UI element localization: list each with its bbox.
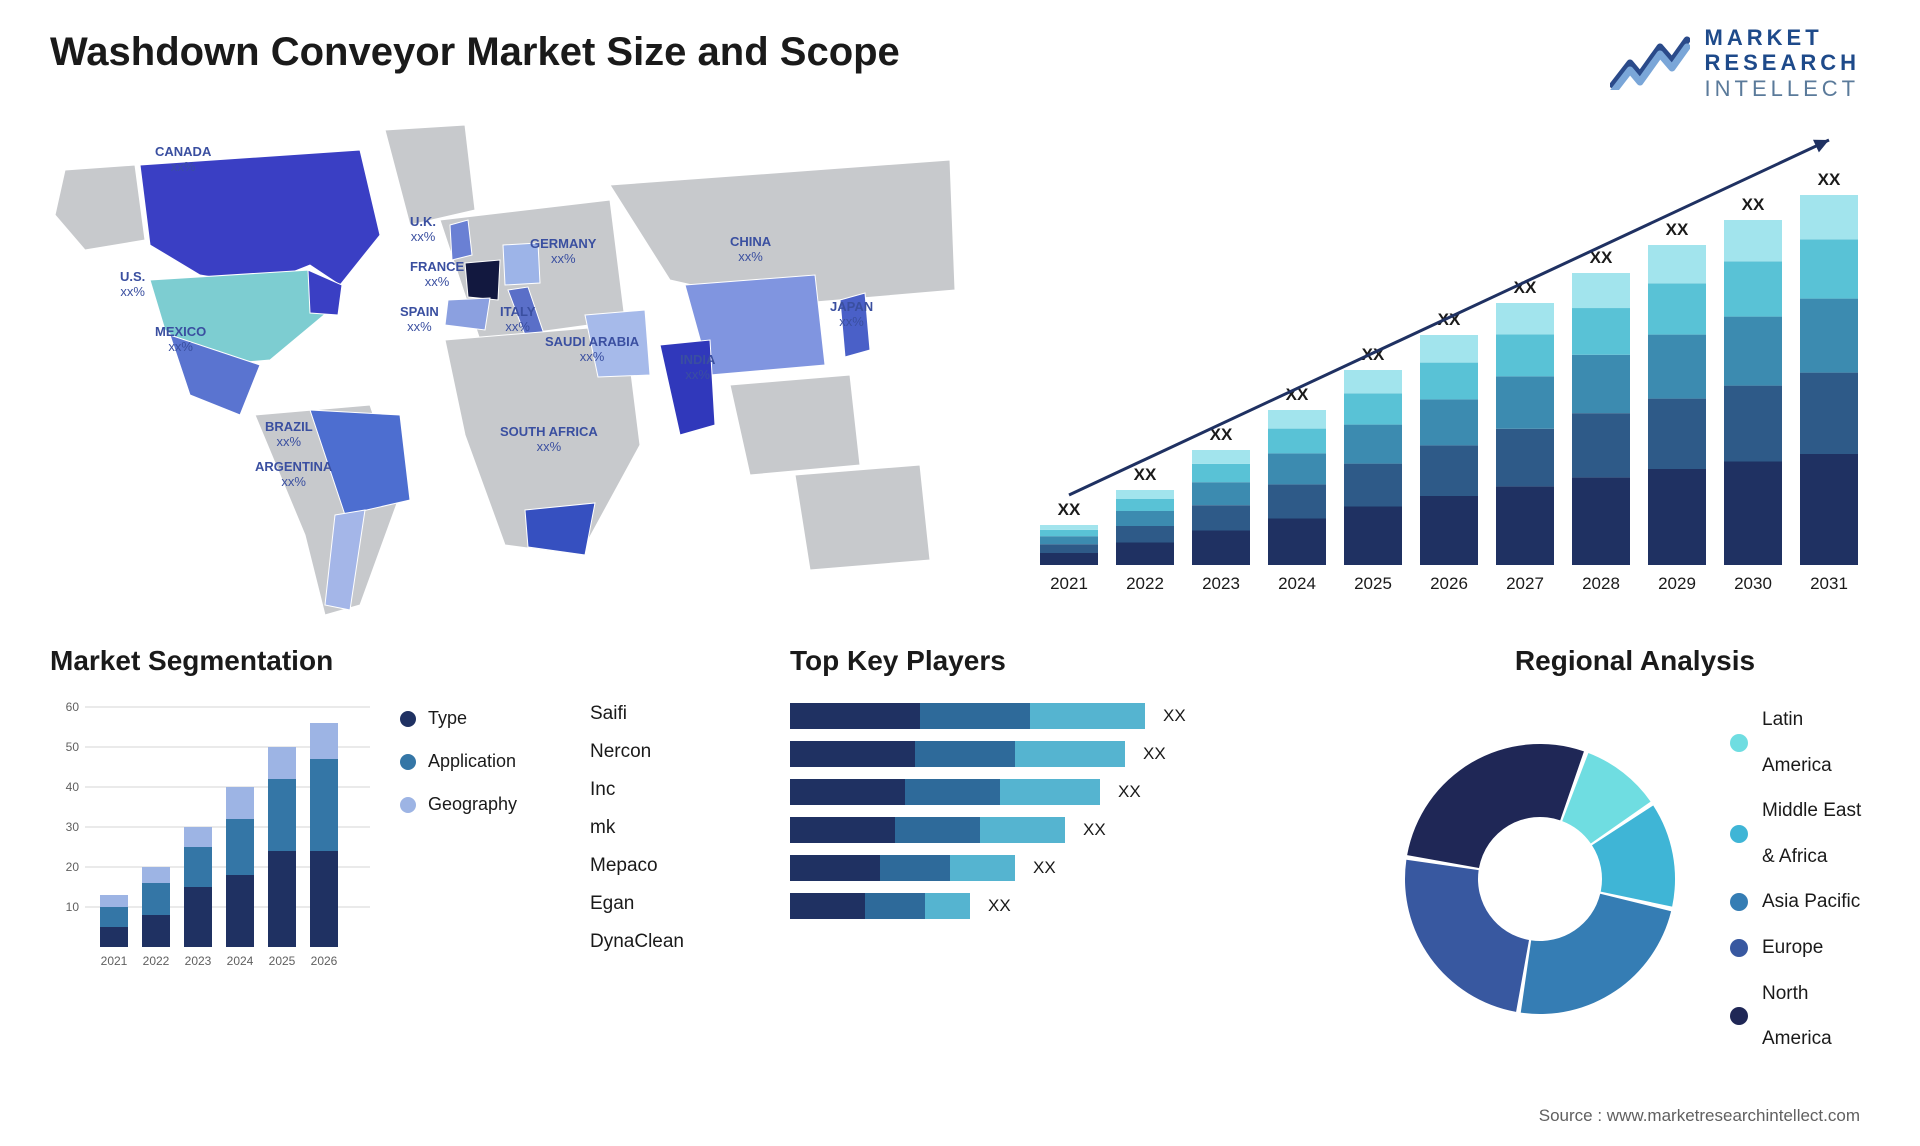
map-label: SOUTH AFRICAxx% — [500, 425, 598, 455]
map-label: SPAINxx% — [400, 305, 439, 335]
player-bar-row: XX — [790, 849, 1370, 887]
svg-text:2028: 2028 — [1582, 574, 1620, 593]
source-text: Source : www.marketresearchintellect.com — [1539, 1106, 1860, 1126]
svg-text:XX: XX — [1666, 220, 1689, 239]
svg-text:2024: 2024 — [1278, 574, 1316, 593]
svg-text:2027: 2027 — [1506, 574, 1544, 593]
player-label: Egan — [590, 885, 760, 923]
player-label: mk — [590, 809, 760, 847]
map-label: GERMANYxx% — [530, 237, 596, 267]
player-label: Saifi — [590, 695, 760, 733]
segmentation-title: Market Segmentation — [50, 645, 560, 677]
legend-item: Type — [400, 697, 517, 740]
legend-item: Middle East & Africa — [1730, 788, 1870, 879]
svg-text:2030: 2030 — [1734, 574, 1772, 593]
segmentation-section: Market Segmentation 10 20 30 40 50 60 2021 2022… — [50, 645, 560, 1062]
map-label: BRAZILxx% — [265, 420, 313, 450]
page-title: Washdown Conveyor Market Size and Scope — [50, 30, 1870, 75]
svg-text:60: 60 — [66, 700, 80, 714]
svg-text:20: 20 — [66, 860, 80, 874]
regional-title: Regional Analysis — [1400, 645, 1870, 677]
player-label: Inc — [590, 771, 760, 809]
legend-item: North America — [1730, 971, 1870, 1062]
growth-chart: XX2021XX2022XX2023XX2024XX2025XX2026XX20… — [1010, 115, 1910, 615]
logo-icon — [1610, 35, 1690, 90]
player-bar-row: XX — [790, 697, 1370, 735]
legend-item: Europe — [1730, 925, 1870, 971]
map-label: CANADAxx% — [155, 145, 211, 175]
segmentation-chart: 10 20 30 40 50 60 2021 2022 2023 2024 2025 2026 — [50, 697, 370, 977]
map-label: U.K.xx% — [410, 215, 436, 245]
legend-item: Application — [400, 740, 517, 783]
svg-text:2024: 2024 — [227, 954, 254, 968]
regional-section: Regional Analysis Latin AmericaMiddle Ea… — [1400, 645, 1870, 1062]
svg-text:2029: 2029 — [1658, 574, 1696, 593]
map-label: INDIAxx% — [680, 353, 715, 383]
svg-text:2026: 2026 — [311, 954, 338, 968]
svg-text:2021: 2021 — [101, 954, 128, 968]
logo-text: MARKET RESEARCH INTELLECT — [1705, 25, 1860, 101]
svg-text:10: 10 — [66, 900, 80, 914]
svg-text:2023: 2023 — [185, 954, 212, 968]
map-label: SAUDI ARABIAxx% — [545, 335, 639, 365]
players-chart: XXXXXXXXXXXX — [790, 697, 1370, 925]
map-label: ITALYxx% — [500, 305, 535, 335]
segmentation-legend: TypeApplicationGeography — [400, 697, 517, 977]
map-label: FRANCExx% — [410, 260, 464, 290]
legend-item: Latin America — [1730, 697, 1870, 788]
map-label: JAPANxx% — [830, 300, 873, 330]
map-label: CHINAxx% — [730, 235, 771, 265]
svg-text:2022: 2022 — [1126, 574, 1164, 593]
regional-legend: Latin AmericaMiddle East & AfricaAsia Pa… — [1730, 697, 1870, 1062]
map-label: ARGENTINAxx% — [255, 460, 332, 490]
player-bar-row: XX — [790, 811, 1370, 849]
legend-item: Geography — [400, 783, 517, 826]
players-section: Top Key Players XXXXXXXXXXXX — [790, 645, 1370, 1062]
svg-text:2025: 2025 — [269, 954, 296, 968]
world-map: CANADAxx% U.S.xx% MEXICOxx% BRAZILxx% ARGENT… — [50, 115, 970, 615]
svg-text:XX: XX — [1058, 500, 1081, 519]
svg-text:30: 30 — [66, 820, 80, 834]
brand-logo: MARKET RESEARCH INTELLECT — [1610, 25, 1860, 101]
map-label: MEXICOxx% — [155, 325, 206, 355]
svg-text:2022: 2022 — [143, 954, 170, 968]
player-bar-row: XX — [790, 773, 1370, 811]
svg-text:2031: 2031 — [1810, 574, 1848, 593]
player-label: Mepaco — [590, 847, 760, 885]
players-labels: SaifiNerconIncmkMepacoEganDynaClean — [590, 645, 760, 1062]
svg-text:2025: 2025 — [1354, 574, 1392, 593]
player-bar-row: XX — [790, 887, 1370, 925]
svg-text:40: 40 — [66, 780, 80, 794]
svg-text:2023: 2023 — [1202, 574, 1240, 593]
svg-text:2026: 2026 — [1430, 574, 1468, 593]
svg-text:XX: XX — [1134, 465, 1157, 484]
regional-donut — [1400, 739, 1680, 1019]
svg-text:XX: XX — [1818, 170, 1841, 189]
svg-text:XX: XX — [1742, 195, 1765, 214]
svg-text:2021: 2021 — [1050, 574, 1088, 593]
player-bar-row: XX — [790, 735, 1370, 773]
legend-item: Asia Pacific — [1730, 879, 1870, 925]
player-label: DynaClean — [590, 923, 760, 961]
svg-text:50: 50 — [66, 740, 80, 754]
map-label: U.S.xx% — [120, 270, 145, 300]
player-label: Nercon — [590, 733, 760, 771]
players-title: Top Key Players — [790, 645, 1370, 677]
